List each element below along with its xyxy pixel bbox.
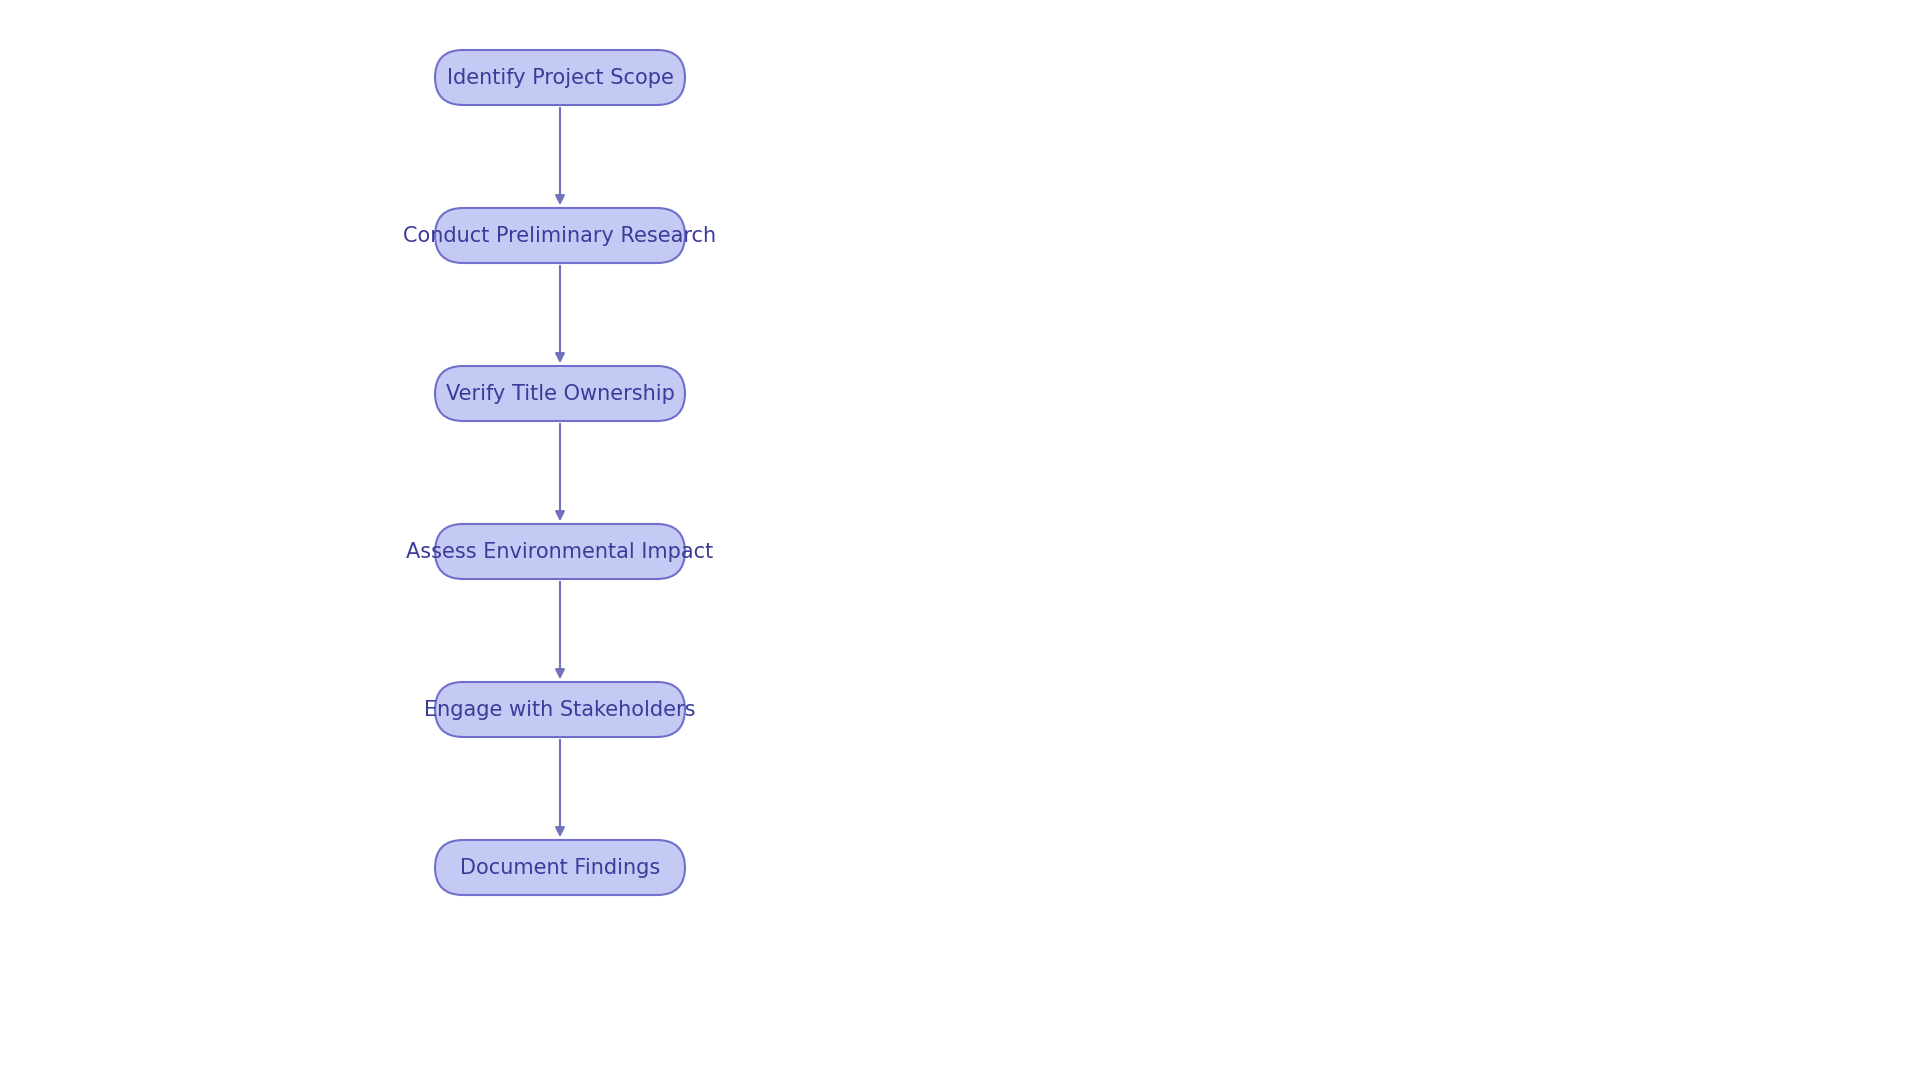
FancyBboxPatch shape: [436, 840, 685, 895]
FancyBboxPatch shape: [436, 208, 685, 263]
Text: Engage with Stakeholders: Engage with Stakeholders: [424, 700, 695, 719]
Text: Document Findings: Document Findings: [461, 858, 660, 877]
FancyBboxPatch shape: [436, 682, 685, 738]
Text: Conduct Preliminary Research: Conduct Preliminary Research: [403, 225, 716, 246]
Text: Verify Title Ownership: Verify Title Ownership: [445, 383, 674, 404]
FancyBboxPatch shape: [436, 524, 685, 579]
Text: Identify Project Scope: Identify Project Scope: [447, 67, 674, 88]
FancyBboxPatch shape: [436, 366, 685, 421]
FancyBboxPatch shape: [436, 50, 685, 105]
Text: Assess Environmental Impact: Assess Environmental Impact: [407, 542, 714, 561]
